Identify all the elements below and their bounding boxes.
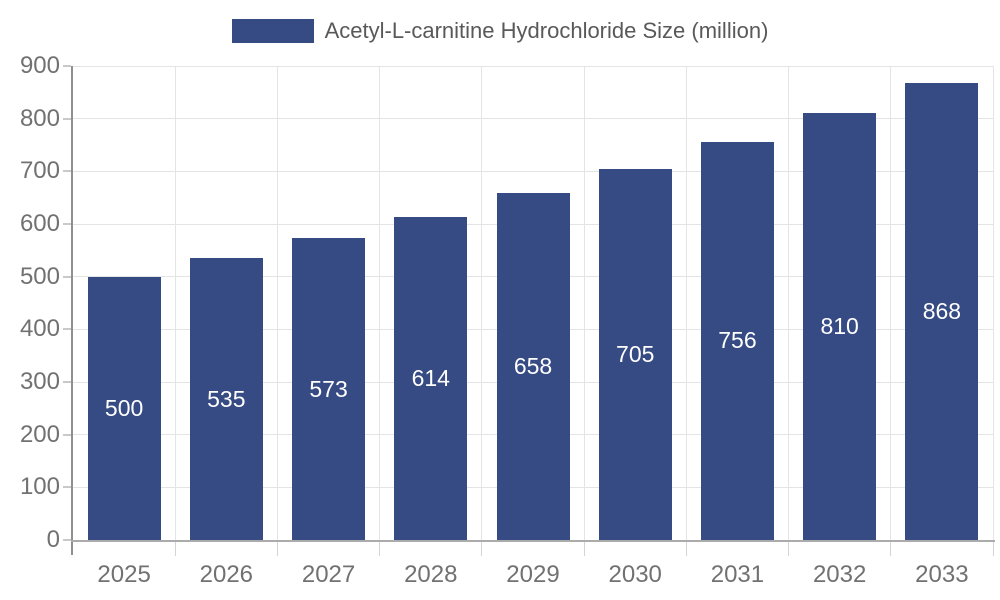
x-tick-9 [992, 542, 994, 556]
x-axis-label-2033: 2033 [915, 561, 969, 588]
x-axis-line [71, 540, 995, 542]
gridline-v-9 [992, 66, 994, 540]
y-axis-label-500: 500 [19, 262, 60, 290]
legend[interactable]: Acetyl-L-carnitine Hydrochloride Size (m… [0, 18, 1000, 44]
y-axis-label-700: 700 [19, 157, 60, 185]
x-axis-label-2030: 2030 [608, 561, 662, 588]
gridline-v-2 [276, 66, 278, 540]
gridline-h-900 [73, 65, 993, 67]
bar-value-label-2029: 658 [513, 353, 553, 380]
legend-swatch [231, 19, 314, 43]
y-tick-300 [63, 381, 71, 383]
bar-value-label-2033: 868 [922, 297, 962, 324]
y-axis-label-400: 400 [19, 315, 60, 343]
gridline-v-5 [583, 66, 585, 540]
y-axis-label-200: 200 [19, 420, 60, 448]
bar-value-label-2030: 705 [616, 340, 655, 367]
y-tick-600 [63, 223, 71, 225]
bar-2026[interactable]: 535 [189, 258, 263, 540]
gridline-h-700 [73, 170, 993, 172]
y-tick-700 [63, 170, 71, 173]
x-tick-5 [583, 542, 585, 556]
y-tick-400 [63, 328, 71, 331]
gridline-v-3 [379, 66, 381, 540]
gridline-v-7 [788, 66, 790, 540]
y-axis-label-600: 600 [19, 210, 60, 237]
bar-2032[interactable]: 810 [803, 113, 877, 540]
y-tick-200 [63, 433, 71, 436]
x-tick-4 [481, 542, 483, 556]
x-tick-1 [174, 542, 176, 556]
plot-area: 0 100 200 300 400 500 600 700 800 900 500 2025 535 20… [20, 52, 995, 588]
legend-label: Acetyl-L-carnitine Hydrochloride Size (m… [324, 18, 769, 43]
x-axis-label-2029: 2029 [506, 561, 560, 588]
bar-2031[interactable]: 756 [700, 141, 774, 540]
x-tick-3 [379, 542, 381, 556]
x-axis-label-2027: 2027 [301, 561, 356, 588]
y-axis-label-300: 300 [19, 368, 60, 395]
y-tick-100 [63, 486, 71, 489]
bar-value-label-2028: 614 [411, 364, 450, 391]
bar-value-label-2025: 500 [104, 394, 144, 421]
bar-2030[interactable]: 705 [598, 168, 672, 540]
bar-value-label-2032: 810 [820, 313, 859, 340]
y-axis-label-100: 100 [19, 473, 60, 501]
bar-value-label-2027: 573 [309, 375, 348, 402]
bar-2028[interactable]: 614 [394, 216, 468, 540]
y-axis-label-900: 900 [19, 52, 60, 79]
x-tick-2 [276, 542, 278, 556]
gridline-h-800 [73, 118, 993, 120]
gridline-v-6 [685, 66, 687, 540]
y-tick-0 [63, 539, 71, 541]
x-axis-label-2031: 2031 [710, 561, 765, 588]
y-tick-800 [63, 117, 71, 120]
x-axis-label-2032: 2032 [812, 561, 867, 588]
gridline-v-8 [890, 66, 892, 540]
y-tick-900 [63, 65, 71, 67]
x-tick-6 [685, 542, 687, 556]
bar-2025[interactable]: 500 [87, 276, 161, 540]
x-tick-8 [890, 542, 892, 556]
gridline-v-4 [481, 66, 483, 540]
x-axis-label-2028: 2028 [404, 561, 458, 588]
y-axis-label-0: 0 [46, 526, 60, 553]
x-axis-label-2026: 2026 [199, 561, 254, 588]
y-axis-line [71, 66, 73, 555]
gridline-v-1 [174, 66, 176, 540]
y-axis-label-800: 800 [19, 104, 60, 132]
bar-2027[interactable]: 573 [292, 238, 366, 540]
bar-2029[interactable]: 658 [496, 193, 570, 540]
bar-value-label-2031: 756 [718, 327, 757, 354]
bar-value-label-2026: 535 [207, 385, 246, 412]
bar-2033[interactable]: 868 [905, 82, 979, 540]
x-tick-7 [788, 542, 790, 556]
x-axis-label-2025: 2025 [97, 561, 151, 588]
y-tick-500 [63, 275, 71, 278]
